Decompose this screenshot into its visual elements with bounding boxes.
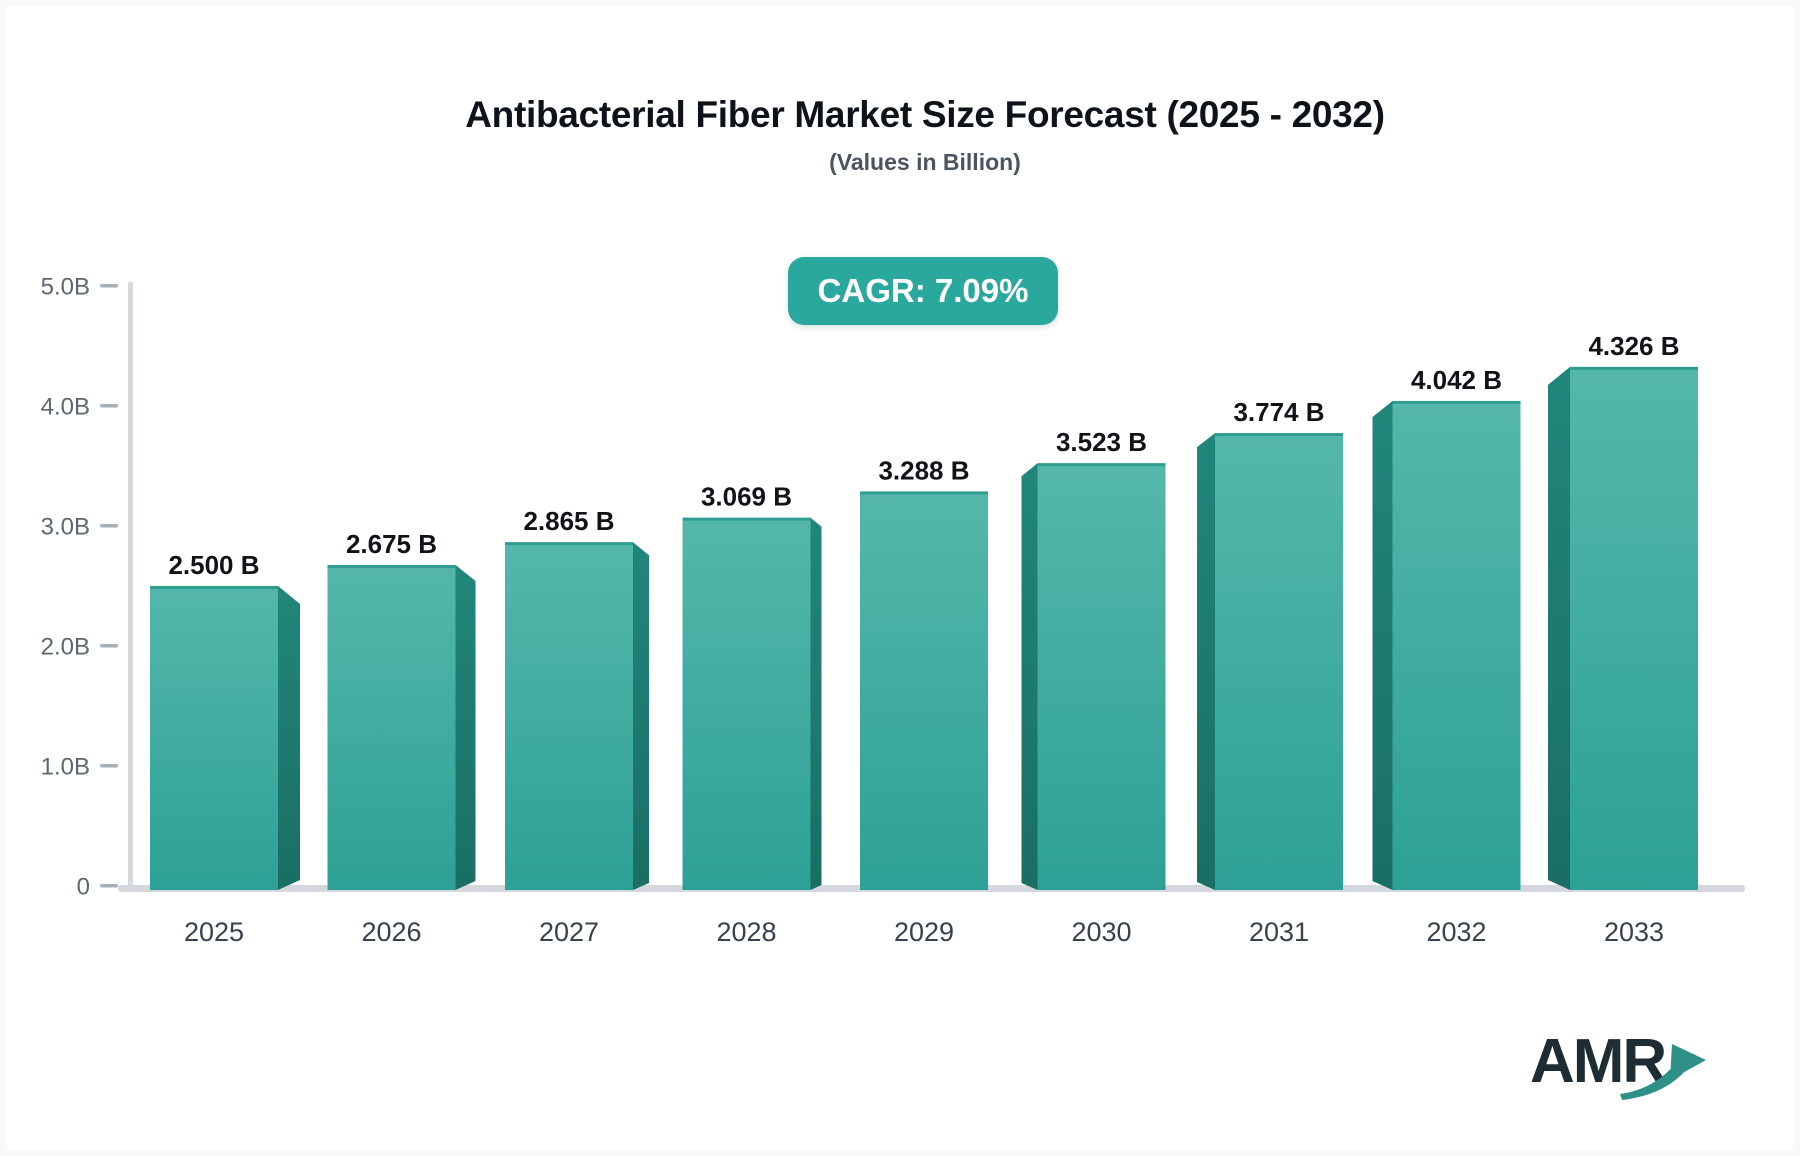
bar-side-2032 <box>1372 400 1393 890</box>
x-tick-label: 2027 <box>539 917 599 947</box>
y-tick-dash <box>100 404 118 408</box>
y-tick-dash <box>100 884 118 888</box>
bar-top-edge <box>505 542 633 546</box>
bar-side-2025 <box>278 586 300 890</box>
bar-side-2026 <box>455 565 476 890</box>
cagr-badge: CAGR: 7.09% <box>788 257 1058 325</box>
bar-top-edge <box>327 565 456 568</box>
x-tick-label: 2028 <box>716 917 776 947</box>
y-tick-label: 5.0B <box>41 274 90 301</box>
bar-value-label: 2.675 B <box>346 529 437 559</box>
bar-value-label: 2.500 B <box>168 550 259 580</box>
y-axis-line <box>128 282 133 892</box>
y-tick-label: 0 <box>77 874 90 901</box>
y-tick-dash <box>100 524 118 528</box>
bar-2030 <box>1037 463 1166 890</box>
bar-top-edge <box>860 491 988 495</box>
bar-value-label: 3.069 B <box>701 482 792 512</box>
bar-side-2027 <box>633 542 649 890</box>
x-tick-label: 2026 <box>361 917 421 947</box>
x-tick-label: 2033 <box>1604 917 1664 947</box>
bar-top-edge <box>1392 400 1521 404</box>
y-tick-dash <box>100 644 118 648</box>
bar-value-label: 2.865 B <box>523 506 614 536</box>
y-tick-label: 3.0B <box>41 514 90 541</box>
amr-arrow-icon <box>1620 1044 1706 1100</box>
bar-side-2030 <box>1021 463 1038 890</box>
amr-logo: AMR <box>1530 1027 1730 1112</box>
bar-2031 <box>1215 433 1343 890</box>
x-tick-label: 2030 <box>1071 917 1131 947</box>
bar-2027 <box>505 542 633 890</box>
bar-top-edge <box>150 586 278 589</box>
bar-side-2033 <box>1548 366 1570 890</box>
bar-2033 <box>1570 366 1698 890</box>
bar-2026 <box>327 565 456 890</box>
bar-top-edge <box>1037 463 1166 467</box>
bar-value-label: 3.523 B <box>1056 427 1147 457</box>
page-title: Antibacterial Fiber Market Size Forecast… <box>465 94 1385 135</box>
x-tick-label: 2025 <box>184 917 244 947</box>
bar-side-2031 <box>1197 433 1215 890</box>
y-tick-label: 2.0B <box>41 634 90 661</box>
bar-value-label: 3.774 B <box>1233 397 1324 427</box>
bar-value-label: 4.042 B <box>1411 365 1502 395</box>
y-tick-dash <box>100 764 118 768</box>
bar-2025 <box>150 586 278 890</box>
chart-subtitle: (Values in Billion) <box>829 149 1021 175</box>
bar-2028 <box>682 517 811 890</box>
x-tick-label: 2032 <box>1426 917 1486 947</box>
y-tick-dash <box>100 284 118 288</box>
y-tick-label: 1.0B <box>41 754 90 781</box>
bar-2032 <box>1392 400 1521 890</box>
bar-top-edge <box>1570 366 1698 370</box>
bar-2029 <box>860 491 988 890</box>
bar-value-label: 3.288 B <box>878 455 969 485</box>
bar-value-label: 4.326 B <box>1588 331 1679 361</box>
amr-logo-text: AMR <box>1530 1027 1667 1096</box>
bar-top-edge <box>682 517 811 521</box>
bar-side-2028 <box>810 517 822 890</box>
x-tick-label: 2029 <box>894 917 954 947</box>
x-tick-label: 2031 <box>1249 917 1309 947</box>
bar-top-edge <box>1215 433 1343 437</box>
y-tick-label: 4.0B <box>41 394 90 421</box>
